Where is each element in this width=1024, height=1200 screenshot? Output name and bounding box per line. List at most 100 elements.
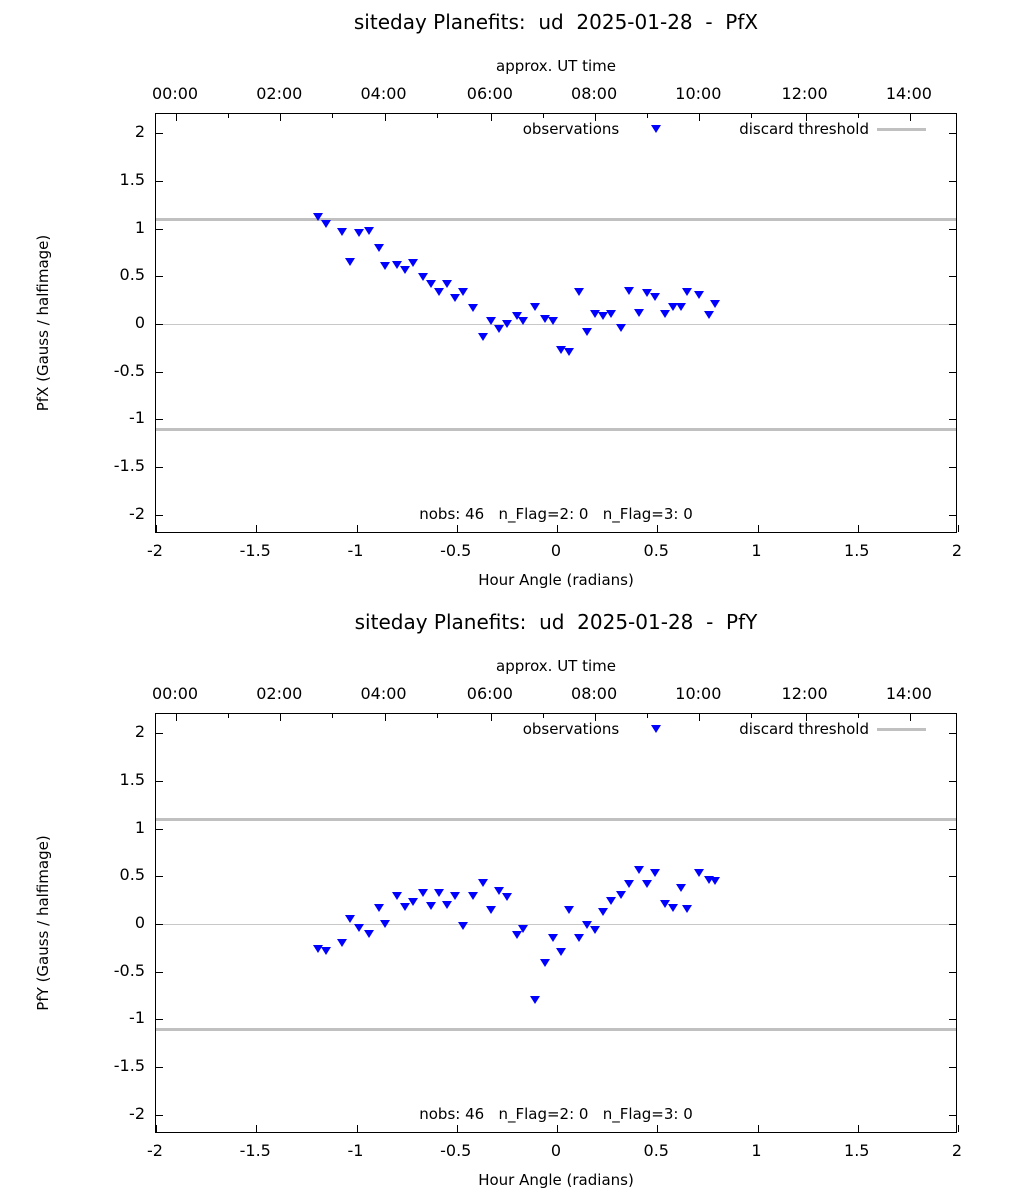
- x-tick: [857, 525, 859, 532]
- plot-area: observations discard threshold nobs: 46 …: [155, 113, 959, 533]
- observation-point: [682, 904, 693, 913]
- chart-panel-pfx: siteday Planefits: ud 2025-01-28 - PfX a…: [34, 10, 963, 589]
- observation-point: [501, 320, 512, 328]
- observation-point: [616, 323, 627, 332]
- observation-point: [694, 869, 705, 878]
- observation-point: [373, 243, 384, 252]
- plot-area: observations discard threshold nobs: 46 …: [155, 713, 959, 1133]
- ut-tick: [909, 114, 911, 121]
- observation-point: [590, 309, 601, 318]
- x-tick-label: 0: [550, 541, 562, 560]
- discard-threshold-line: [156, 818, 956, 821]
- y-tick-label: 2: [134, 122, 145, 142]
- observation-point: [391, 260, 402, 269]
- y-tick: [156, 276, 163, 278]
- observation-point: [493, 886, 504, 895]
- ut-axis-title: approx. UT time: [496, 57, 616, 75]
- observation-point: [511, 312, 522, 321]
- y-tick-mirror: [949, 371, 956, 373]
- observation-point: [598, 312, 609, 321]
- x-tick-label: 1.5: [844, 1141, 870, 1160]
- y-tick: [156, 733, 163, 735]
- y-tick-mirror: [949, 924, 956, 925]
- threshold-line-sample: [877, 727, 926, 731]
- x-axis-title: Hour Angle (radians): [478, 1171, 634, 1189]
- observation-point: [517, 924, 528, 933]
- x-tick-label: -1: [347, 541, 364, 560]
- observation-point: [704, 876, 715, 885]
- observation-point: [345, 257, 356, 266]
- observation-point: [564, 347, 575, 356]
- observation-point: [650, 869, 661, 878]
- y-tick: [156, 924, 163, 925]
- x-tick: [958, 1125, 959, 1132]
- x-tick-label: -1.5: [239, 1141, 271, 1160]
- ut-tick: [280, 114, 282, 121]
- ut-tick: [699, 114, 701, 121]
- discard-threshold-line: [156, 1028, 956, 1031]
- nobs-annotation: nobs: 46 n_Flag=2: 0 n_Flag=3: 0: [419, 505, 693, 523]
- ut-tick-label: 14:00: [885, 84, 932, 103]
- y-tick-mirror: [949, 1114, 956, 1116]
- observation-point: [353, 229, 364, 238]
- y-tick: [156, 1114, 163, 1116]
- ut-tick-label: 02:00: [256, 684, 303, 703]
- ut-tick-label: 08:00: [571, 84, 618, 103]
- ut-minor-tick: [332, 114, 334, 118]
- ut-tick: [805, 114, 807, 121]
- ut-tick-label: 12:00: [781, 684, 828, 703]
- chart-title: siteday Planefits: ud 2025-01-28 - PfX: [353, 10, 759, 34]
- y-tick: [156, 371, 163, 373]
- ut-tick-label: 00:00: [151, 84, 199, 103]
- observation-point: [606, 897, 617, 906]
- ut-minor-tick: [436, 114, 438, 118]
- y-tick: [156, 467, 163, 469]
- observation-point: [433, 287, 444, 296]
- observation-point: [399, 902, 410, 911]
- x-tick: [958, 525, 959, 532]
- y-tick: [156, 324, 163, 325]
- x-tick-label: 2: [951, 541, 963, 560]
- ut-tick: [384, 114, 386, 121]
- x-tick-label: -0.5: [440, 541, 472, 560]
- y-tick-mirror: [949, 180, 956, 182]
- observation-point: [642, 879, 653, 888]
- observation-point: [582, 920, 593, 929]
- observation-point: [345, 915, 356, 924]
- x-tick: [256, 1125, 258, 1132]
- observation-point: [457, 287, 468, 296]
- observation-point: [598, 907, 609, 916]
- y-tick: [156, 1019, 163, 1021]
- y-tick-label: -1: [129, 1008, 145, 1028]
- ut-minor-tick: [647, 714, 649, 718]
- ut-minor-tick: [751, 114, 753, 118]
- legend: observations discard threshold: [156, 119, 956, 139]
- observation-point: [634, 308, 645, 317]
- x-tick: [557, 525, 558, 532]
- x-tick-label: -0.5: [440, 1141, 472, 1160]
- y-tick-label: -1.5: [113, 456, 145, 476]
- ut-minor-tick: [332, 714, 334, 718]
- observation-point: [624, 879, 635, 888]
- triangle-down-marker-icon: [651, 725, 662, 733]
- ut-tick-label: 08:00: [571, 684, 618, 703]
- y-tick-mirror: [949, 467, 956, 469]
- y-tick-mirror: [949, 876, 956, 878]
- y-tick-label: 1: [134, 217, 145, 237]
- triangle-down-marker-icon: [651, 125, 662, 133]
- y-tick-label: -0.5: [113, 960, 145, 980]
- observation-point: [313, 944, 324, 953]
- observation-point: [590, 925, 601, 934]
- x-tick: [557, 1125, 558, 1132]
- y-tick-mirror: [949, 228, 956, 230]
- x-tick-label: -2: [147, 541, 163, 560]
- observation-point: [676, 883, 687, 892]
- y-tick-label: -0.5: [113, 360, 145, 380]
- ut-axis-title: approx. UT time: [496, 657, 616, 675]
- ut-minor-tick: [228, 714, 230, 718]
- y-tick-label: 0.5: [119, 265, 145, 285]
- ut-tick: [280, 714, 282, 721]
- ut-tick-label: 06:00: [466, 684, 513, 703]
- y-tick: [156, 419, 163, 421]
- observation-point: [441, 900, 452, 909]
